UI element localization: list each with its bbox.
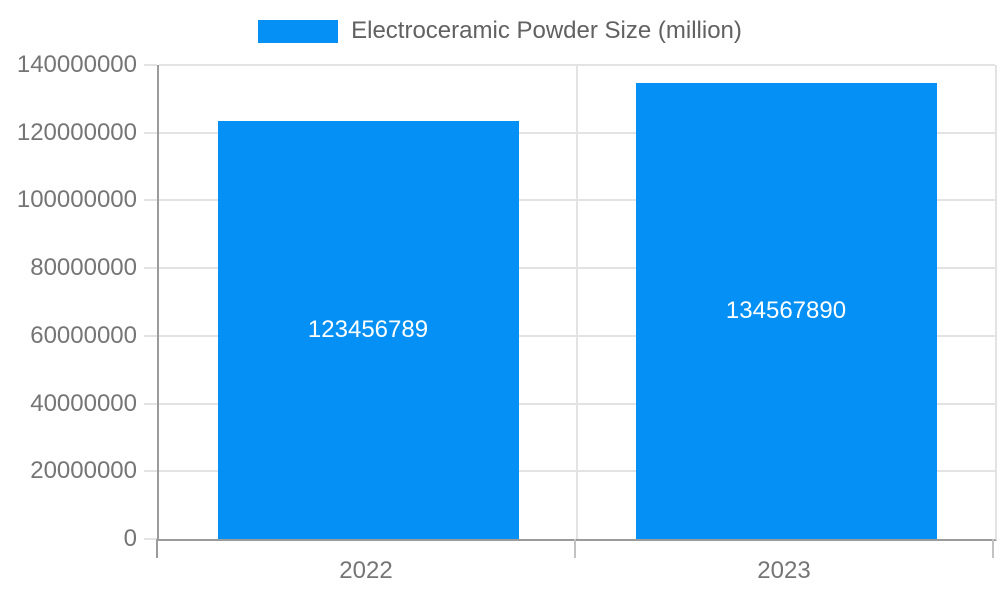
x-axis-tick	[574, 539, 576, 558]
x-axis-category-label: 2023	[757, 557, 811, 584]
y-axis-tick	[144, 199, 157, 202]
bar[interactable]: 123456789	[217, 121, 519, 539]
y-axis-tick-label: 40000000	[30, 389, 137, 417]
x-axis-category-label: 2022	[339, 557, 393, 584]
y-axis-tick	[144, 64, 157, 66]
bar-value-label: 123456789	[307, 316, 429, 343]
y-axis-tick	[144, 538, 157, 540]
legend-label: Electroceramic Powder Size (million)	[351, 17, 742, 44]
y-axis-tick-label: 80000000	[30, 254, 137, 282]
y-axis-tick	[144, 131, 157, 134]
y-axis-tick-label: 120000000	[16, 118, 137, 146]
y-axis-tick-label: 60000000	[30, 321, 137, 349]
bar-value-label: 134567890	[725, 297, 847, 325]
y-axis-tick-label: 140000000	[16, 51, 137, 78]
legend[interactable]: Electroceramic Powder Size (million)	[0, 17, 1000, 45]
y-axis-tick	[144, 334, 157, 337]
legend-swatch	[258, 19, 339, 43]
category-separator-line	[576, 65, 578, 539]
y-axis-tick	[144, 402, 157, 405]
x-axis-tick	[156, 539, 158, 558]
y-axis-tick-label: 0	[123, 525, 137, 552]
y-axis-tick	[144, 267, 157, 270]
bar[interactable]: 134567890	[635, 83, 937, 539]
x-axis-tick	[992, 539, 994, 558]
y-axis-tick	[144, 470, 157, 473]
plot-area: 123456789 134567890	[157, 64, 997, 541]
y-axis-tick-label: 20000000	[30, 457, 137, 485]
y-axis-tick-label: 100000000	[16, 186, 137, 214]
